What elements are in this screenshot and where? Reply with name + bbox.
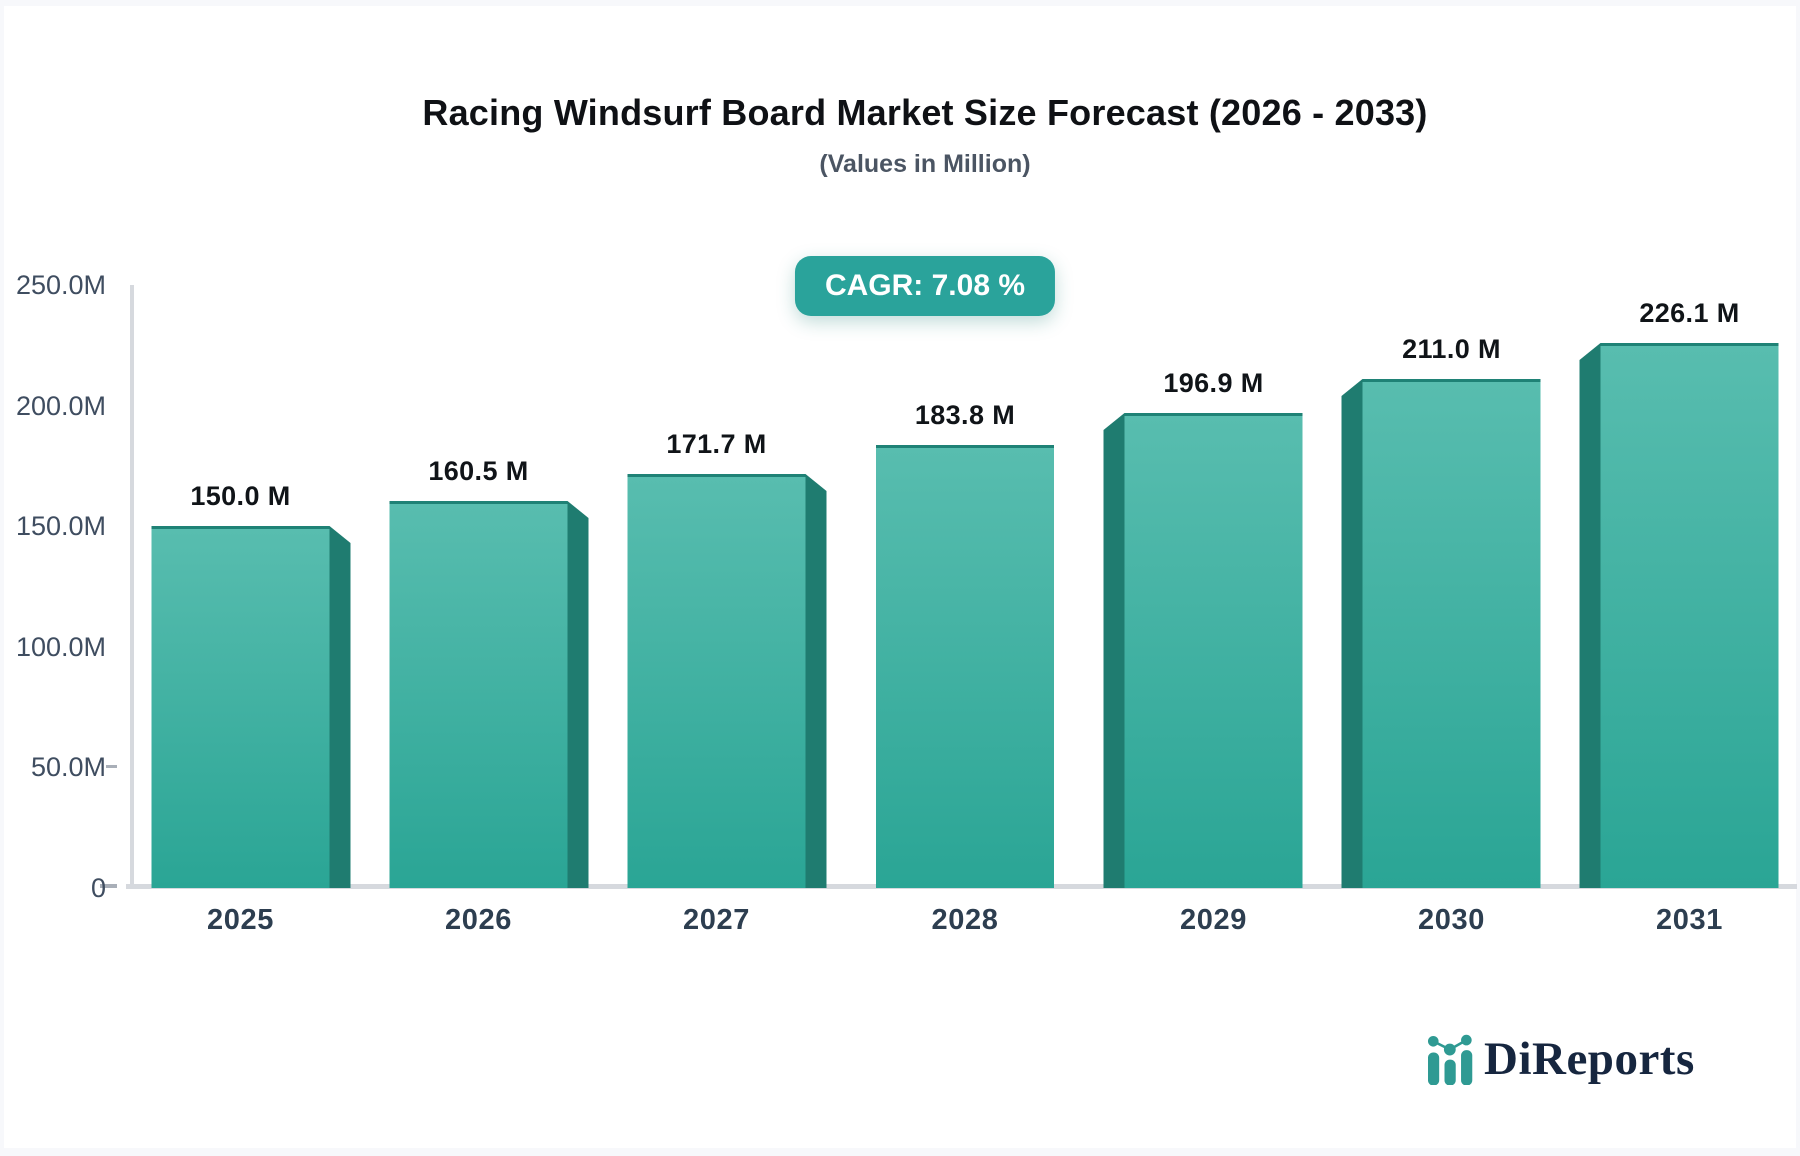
bar-2030 xyxy=(1341,379,1541,888)
bar-slot-2025: 150.0 M 2025 xyxy=(132,285,370,936)
y-axis-label: 150.0M xyxy=(15,511,106,542)
logo-text: DiReports xyxy=(1484,1033,1695,1085)
bar-2031 xyxy=(1579,343,1779,888)
bar-value-label: 171.7 M xyxy=(666,429,767,459)
x-axis-label: 2028 xyxy=(931,904,999,936)
bar-slot-2028: 183.8 M 2028 xyxy=(846,285,1084,936)
bar-side-face xyxy=(567,501,589,888)
bar-2028 xyxy=(876,445,1054,888)
bar-face xyxy=(151,526,330,888)
x-axis-label: 2031 xyxy=(1656,904,1723,936)
y-axis-label: 200.0M xyxy=(15,390,106,421)
y-axis-label: 50.0M xyxy=(30,752,106,783)
bar-side-face xyxy=(1341,379,1363,888)
x-axis-label: 2030 xyxy=(1418,904,1485,936)
cagr-badge: CAGR: 7.08 % xyxy=(794,256,1056,316)
bar-face xyxy=(1600,343,1779,888)
y-axis-label: 0 xyxy=(90,873,106,903)
bar-2029 xyxy=(1103,413,1303,888)
bar-side-face xyxy=(329,526,351,888)
x-axis-label: 2025 xyxy=(207,904,274,936)
bar-side-face xyxy=(1103,413,1125,888)
bar-face xyxy=(1124,413,1303,888)
bar-face xyxy=(1362,379,1541,888)
bar-face xyxy=(627,474,806,888)
y-axis-line xyxy=(130,285,134,888)
x-axis-label: 2029 xyxy=(1180,904,1247,936)
bar-face xyxy=(876,445,1054,888)
bar-value-label: 150.0 M xyxy=(190,481,291,511)
y-axis-label: 100.0M xyxy=(15,631,106,662)
bar-slot-2026: 160.5 M 2026 xyxy=(370,285,608,936)
chart-title: Racing Windsurf Board Market Size Foreca… xyxy=(422,92,1428,133)
bar-value-label: 160.5 M xyxy=(428,456,529,486)
y-tick-mark-0 xyxy=(100,884,117,888)
bar-face xyxy=(389,501,568,888)
logo-chart-icon xyxy=(1428,1034,1473,1085)
bar-value-label: 211.0 M xyxy=(1402,334,1501,364)
bar-value-label: 196.9 M xyxy=(1163,368,1264,398)
bar-2026 xyxy=(389,501,589,888)
y-axis-label: 250.0M xyxy=(15,270,106,300)
bar-2027 xyxy=(627,474,827,888)
x-axis-label: 2026 xyxy=(445,904,512,936)
bar-slot-2029: 196.9 M 2029 xyxy=(1084,285,1322,936)
y-tick-mark-50 xyxy=(106,765,117,768)
bar-side-face xyxy=(1579,343,1601,888)
bar-value-label: 226.1 M xyxy=(1639,298,1740,328)
x-axis-label: 2027 xyxy=(683,904,750,936)
bar-slot-2030: 211.0 M 2030 xyxy=(1322,285,1560,936)
chart-subtitle: (Values in Million) xyxy=(819,150,1031,178)
direports-logo: DiReports xyxy=(1428,1032,1695,1086)
bar-slot-2027: 171.7 M 2027 xyxy=(608,285,846,936)
bar-2025 xyxy=(151,526,351,888)
bar-value-label: 183.8 M xyxy=(914,400,1016,430)
bar-side-face xyxy=(805,474,827,888)
bar-slot-2031: 226.1 M 2031 xyxy=(1560,285,1798,936)
